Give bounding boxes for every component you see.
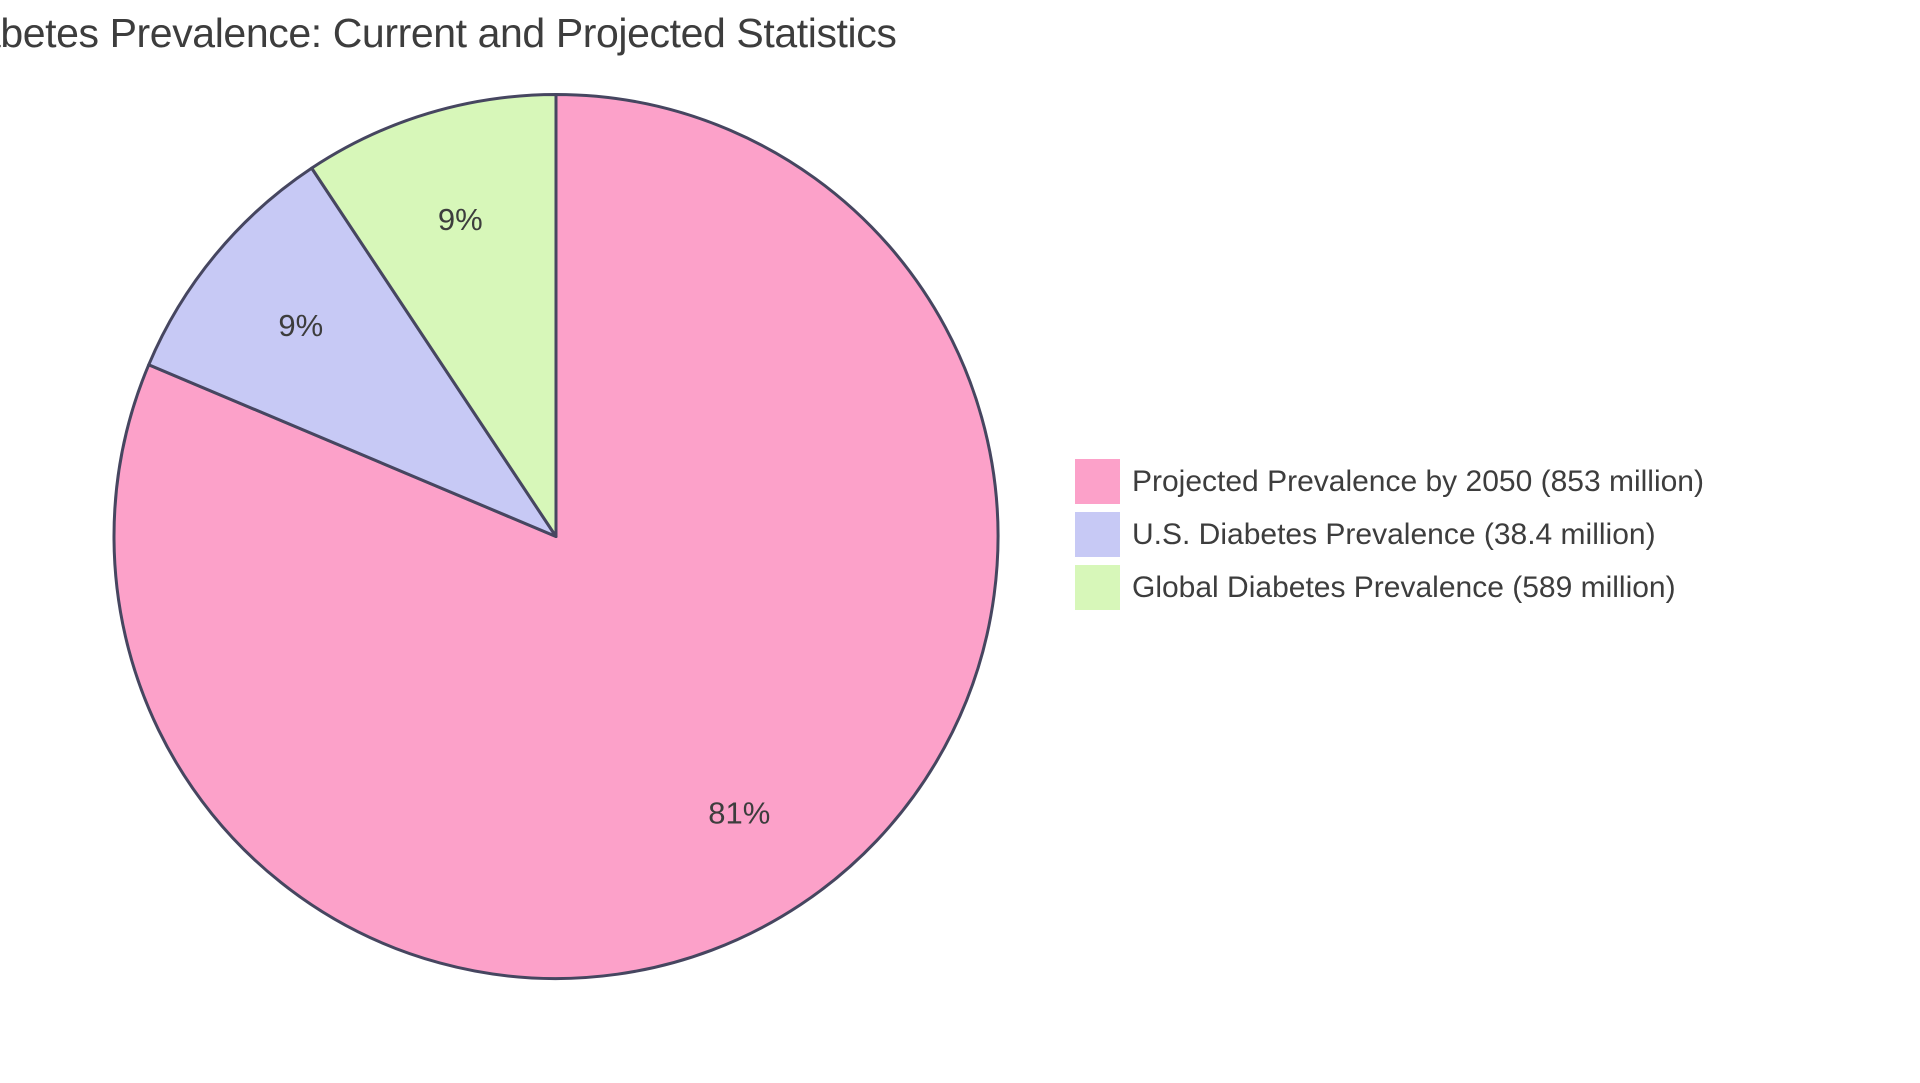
- pie-slice-percent-label-0: 81%: [708, 796, 770, 831]
- pie-slice-0: [112, 93, 1000, 980]
- pie-slice-2: [310, 93, 558, 538]
- legend-item-label: Projected Prevalence by 2050 (853 millio…: [1132, 464, 1704, 498]
- legend: Projected Prevalence by 2050 (853 millio…: [1075, 459, 1704, 610]
- legend-swatch-icon: [1075, 565, 1120, 610]
- legend-item-label: U.S. Diabetes Prevalence (38.4 million): [1132, 517, 1656, 551]
- legend-item-1: U.S. Diabetes Prevalence (38.4 million): [1075, 512, 1704, 557]
- chart-title: Diabetes Prevalence: Current and Project…: [0, 10, 897, 56]
- pie-slice-percent-label-1: 9%: [278, 308, 323, 343]
- legend-item-label: Global Diabetes Prevalence (589 million): [1132, 570, 1676, 604]
- pie-slice-1: [147, 166, 558, 538]
- pie-slice-percent-label-2: 9%: [438, 202, 483, 237]
- legend-item-0: Projected Prevalence by 2050 (853 millio…: [1075, 459, 1704, 504]
- legend-swatch-icon: [1075, 459, 1120, 504]
- legend-swatch-icon: [1075, 512, 1120, 557]
- legend-item-2: Global Diabetes Prevalence (589 million): [1075, 565, 1704, 610]
